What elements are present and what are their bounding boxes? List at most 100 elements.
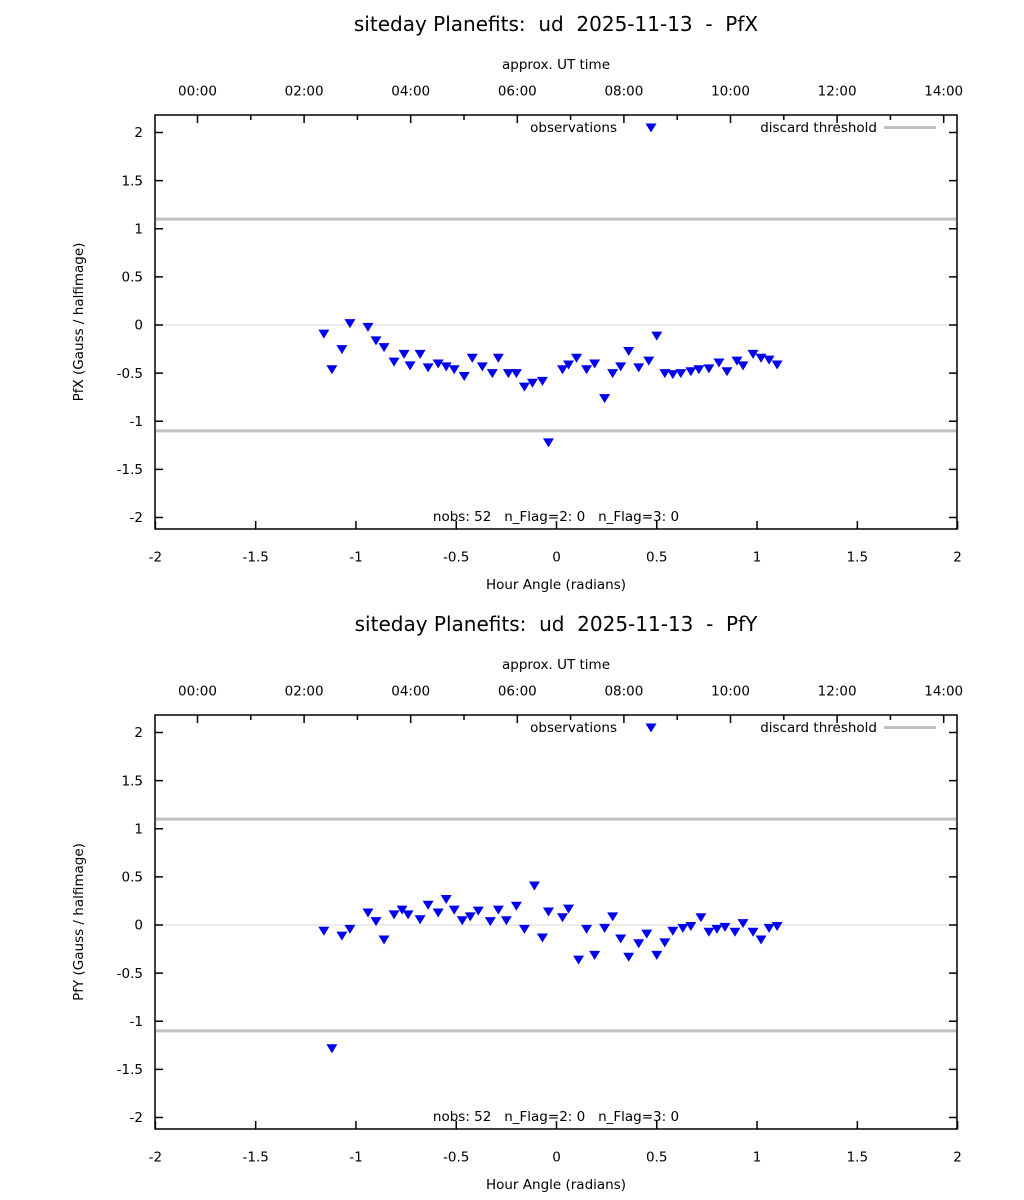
observation-marker <box>731 356 743 366</box>
observation-marker <box>414 915 426 925</box>
ut-tick-label: 06:00 <box>498 84 537 100</box>
legend-observations-label: observations <box>530 120 617 136</box>
y-tick-label: 1 <box>134 821 143 837</box>
observation-marker <box>659 938 671 948</box>
y-tick-label: 0 <box>134 918 143 934</box>
observation-marker <box>536 376 548 386</box>
observation-marker <box>695 913 707 923</box>
observation-marker <box>526 378 538 388</box>
observation-marker <box>422 900 434 910</box>
observation-marker <box>486 369 498 379</box>
y-axis-title-pfx: PfX (Gauss / halfimage) <box>71 242 87 402</box>
observation-marker <box>703 927 715 937</box>
observation-marker <box>326 365 338 375</box>
observation-marker <box>623 346 635 356</box>
x-axis-title-pfx: Hour Angle (radians) <box>485 577 627 593</box>
chart-pfx: 2 1.5 1 0.5 0 -0.5 -1 -1.5 -2 -2 -1.5 -1 -0.5 0 0.5 1 1.… <box>117 84 963 566</box>
x-tick-label: 0.5 <box>646 1150 667 1166</box>
observation-marker <box>388 357 400 367</box>
y-tick-label: -1.5 <box>117 1062 143 1078</box>
observation-marker <box>370 917 382 927</box>
y-tick-label: -2 <box>130 1110 143 1126</box>
chart-title-pfy: siteday Planefits: ud 2025-11-13 - PfY <box>354 612 758 636</box>
observation-marker <box>528 881 540 891</box>
observation-marker <box>414 349 426 359</box>
y-tick-label: 1 <box>134 221 143 237</box>
y-tick-label: 0.5 <box>122 870 143 886</box>
observation-marker <box>755 935 767 945</box>
x-tick-label: 1.5 <box>847 550 868 566</box>
observation-marker <box>492 905 504 915</box>
observation-marker <box>378 343 390 353</box>
observation-marker <box>633 939 645 949</box>
observation-marker <box>492 353 504 363</box>
observation-marker <box>771 921 783 931</box>
observation-marker <box>510 901 522 911</box>
observation-marker <box>557 913 569 923</box>
observation-marker <box>693 365 705 375</box>
legend-observations-label: observations <box>530 720 617 736</box>
observation-marker <box>641 929 653 939</box>
observation-marker <box>599 923 611 933</box>
observation-marker <box>675 369 687 379</box>
observation-marker <box>667 370 679 380</box>
observation-marker <box>472 906 484 916</box>
observation-marker <box>607 912 619 922</box>
x-tick-label: -0.5 <box>443 1150 469 1166</box>
observation-marker <box>659 369 671 379</box>
observation-marker <box>448 905 460 915</box>
ut-tick-label: 00:00 <box>178 684 217 700</box>
observation-marker <box>466 353 478 363</box>
observation-marker <box>456 916 468 926</box>
observation-marker <box>651 950 663 960</box>
y-tick-label: 2 <box>134 125 143 141</box>
observation-marker <box>685 367 697 377</box>
nobs-annotation-pfy: nobs: 52 n_Flag=2: 0 n_Flag=3: 0 <box>432 1109 680 1125</box>
observation-marker <box>633 363 645 373</box>
y-tick-label: -1 <box>130 1014 143 1030</box>
observation-marker <box>589 359 601 369</box>
observation-markers <box>318 881 783 1054</box>
observation-marker <box>440 895 452 905</box>
observation-marker <box>771 360 783 370</box>
ut-tick-label: 00:00 <box>178 84 217 100</box>
observation-marker <box>344 924 356 934</box>
plot-border <box>154 114 958 530</box>
x-tick-label: 2 <box>953 1150 962 1166</box>
observation-marker <box>422 363 434 373</box>
observation-marker <box>336 345 348 355</box>
observation-marker <box>458 372 470 382</box>
y-tick-label: -0.5 <box>117 366 143 382</box>
y-axis-title-pfy: PfY (Gauss / halfimage) <box>71 843 87 1001</box>
observation-marker <box>396 905 408 915</box>
observation-marker <box>623 952 635 962</box>
observation-marker <box>719 922 731 932</box>
x-tick-label: 1 <box>753 1150 762 1166</box>
observation-marker <box>685 921 697 931</box>
observation-marker <box>651 331 663 341</box>
ut-tick-label: 10:00 <box>711 84 750 100</box>
observation-marker <box>448 365 460 375</box>
x-tick-label: 1 <box>753 550 762 566</box>
observation-markers <box>318 319 783 448</box>
observation-marker <box>518 382 530 392</box>
observation-marker <box>557 365 569 375</box>
observation-marker <box>643 356 655 366</box>
ut-tick-label: 06:00 <box>498 684 537 700</box>
ut-tick-label: 04:00 <box>391 684 430 700</box>
observation-marker <box>581 924 593 934</box>
observation-marker <box>581 365 593 375</box>
y-tick-label: 1.5 <box>122 173 143 189</box>
observation-marker <box>747 349 759 359</box>
observation-marker <box>599 394 611 404</box>
observation-marker <box>432 908 444 918</box>
observation-marker <box>476 362 488 372</box>
legend-threshold-label: discard threshold <box>760 120 877 136</box>
observation-marker <box>510 369 522 379</box>
observation-marker <box>464 912 476 922</box>
observation-marker <box>667 926 679 936</box>
observation-marker <box>677 923 689 933</box>
ut-tick-label: 10:00 <box>711 684 750 700</box>
observation-marker <box>755 353 767 363</box>
